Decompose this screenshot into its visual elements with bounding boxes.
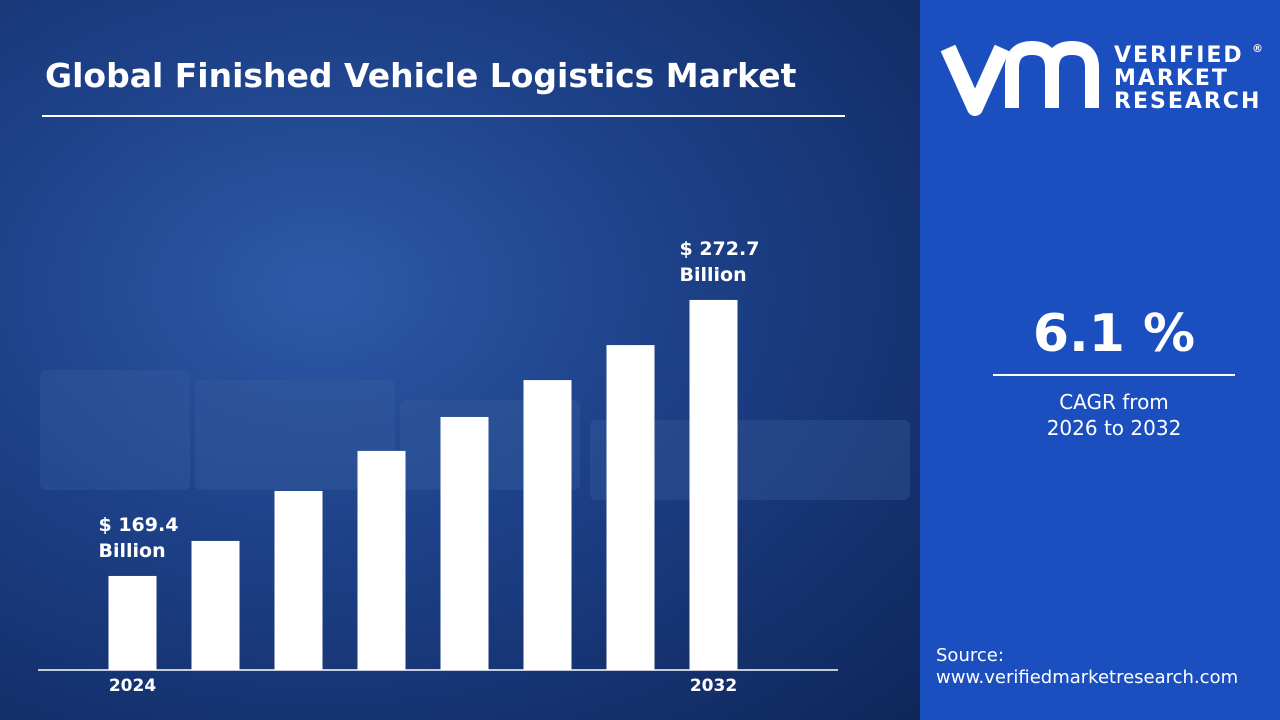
source-label: Source: [936, 645, 1004, 666]
bg-trucks [40, 370, 910, 500]
cagr-label: CAGR from [1059, 390, 1169, 414]
logo-word: MARKET [1114, 66, 1229, 91]
bar [357, 450, 406, 670]
logo-mark: ® [1252, 42, 1263, 55]
value-label: $ 272.7 Billion [679, 237, 760, 286]
cagr-value: 6.1 % [1032, 304, 1196, 364]
x-tick-label: 2024 [109, 676, 156, 696]
bar [191, 540, 240, 670]
logo: VERIFIED MARKET RESEARCH ® [940, 40, 1263, 116]
value-label: $ 169.4 Billion [98, 513, 179, 562]
logo-word: VERIFIED [1114, 43, 1244, 68]
bar [689, 299, 738, 670]
chart: 2024 2032 [38, 115, 845, 696]
source-url: www.verifiedmarketresearch.com [936, 667, 1239, 688]
x-tick-label: 2032 [690, 676, 737, 696]
cagr-rule [993, 374, 1235, 376]
bar [108, 575, 157, 670]
cagr-label: 2026 to 2032 [1046, 416, 1182, 440]
bar [274, 490, 323, 670]
chart-title: Global Finished Vehicle Logistics Market [45, 56, 797, 95]
bar [523, 380, 572, 670]
logo-word: RESEARCH [1114, 89, 1261, 114]
bar [606, 345, 655, 670]
bar [440, 416, 489, 670]
